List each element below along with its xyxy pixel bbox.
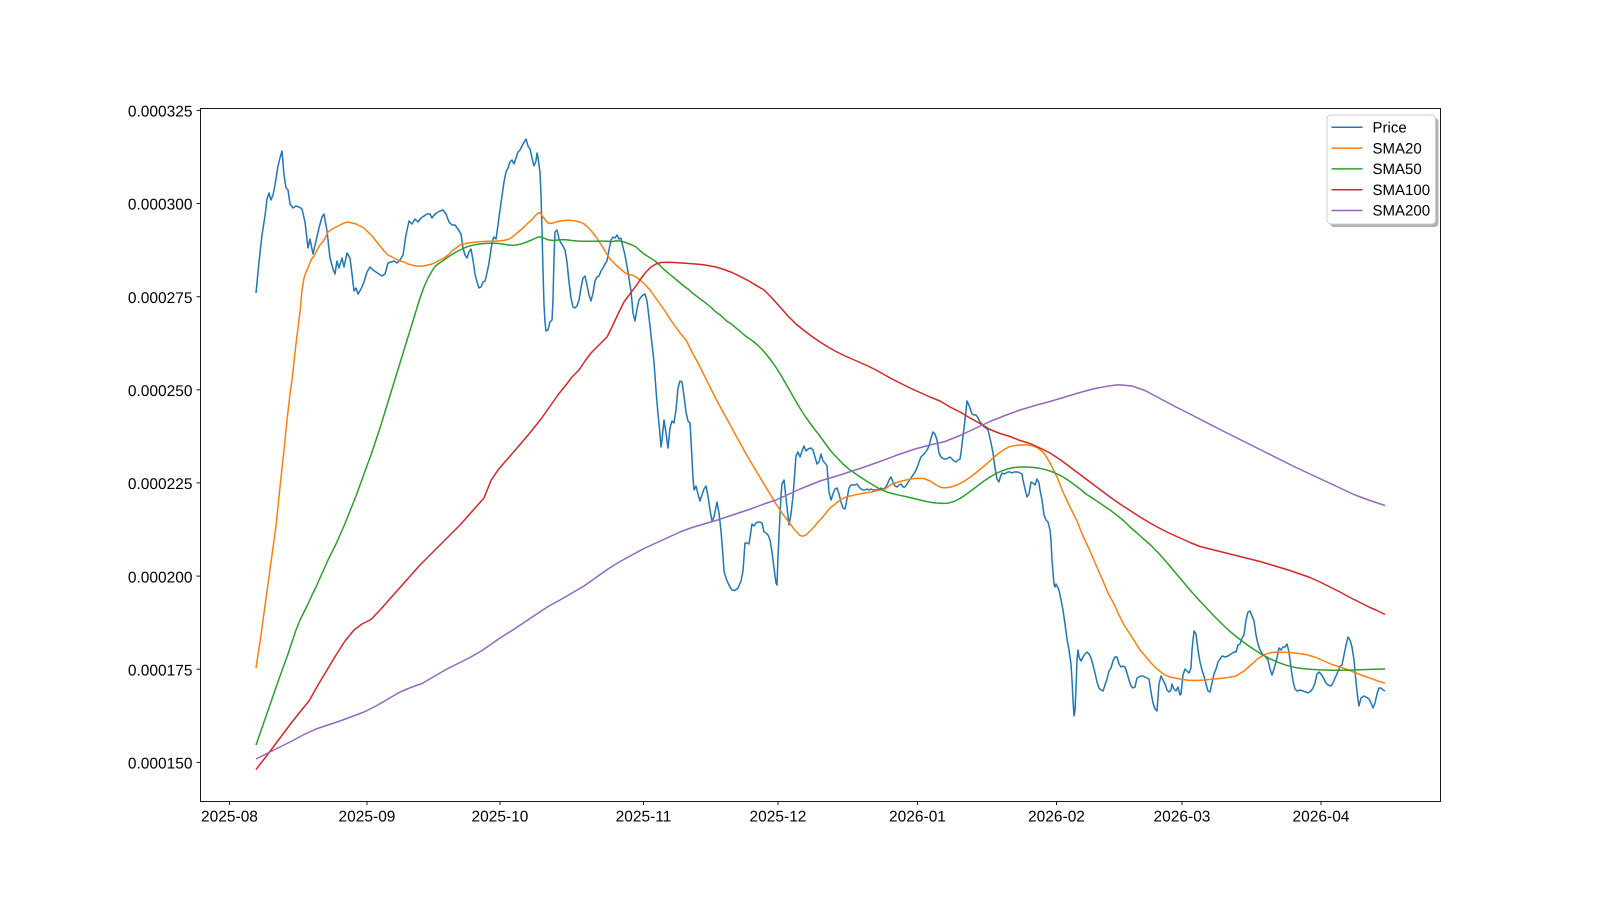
- svg-text:0.000200: 0.000200: [128, 569, 193, 586]
- svg-text:SMA50: SMA50: [1373, 161, 1422, 178]
- svg-text:2025-12: 2025-12: [750, 809, 807, 826]
- svg-text:SMA20: SMA20: [1373, 140, 1422, 157]
- svg-text:2025-09: 2025-09: [339, 809, 396, 826]
- svg-text:2025-11: 2025-11: [616, 809, 672, 826]
- svg-text:2025-10: 2025-10: [472, 809, 529, 826]
- svg-text:0.000275: 0.000275: [128, 290, 193, 307]
- svg-text:SMA100: SMA100: [1373, 182, 1431, 199]
- svg-text:2026-01: 2026-01: [889, 809, 946, 826]
- svg-text:0.000175: 0.000175: [128, 662, 193, 679]
- svg-text:0.000225: 0.000225: [128, 476, 193, 493]
- svg-text:0.000325: 0.000325: [128, 104, 193, 121]
- svg-text:SMA200: SMA200: [1373, 203, 1431, 220]
- svg-text:2026-03: 2026-03: [1154, 809, 1211, 826]
- svg-text:2025-08: 2025-08: [201, 809, 258, 826]
- svg-text:0.000250: 0.000250: [128, 383, 193, 400]
- svg-text:0.000150: 0.000150: [128, 756, 193, 773]
- svg-text:2026-02: 2026-02: [1028, 809, 1085, 826]
- svg-text:0.000300: 0.000300: [128, 197, 193, 214]
- svg-text:Price: Price: [1373, 120, 1407, 137]
- svg-text:2026-04: 2026-04: [1293, 809, 1350, 826]
